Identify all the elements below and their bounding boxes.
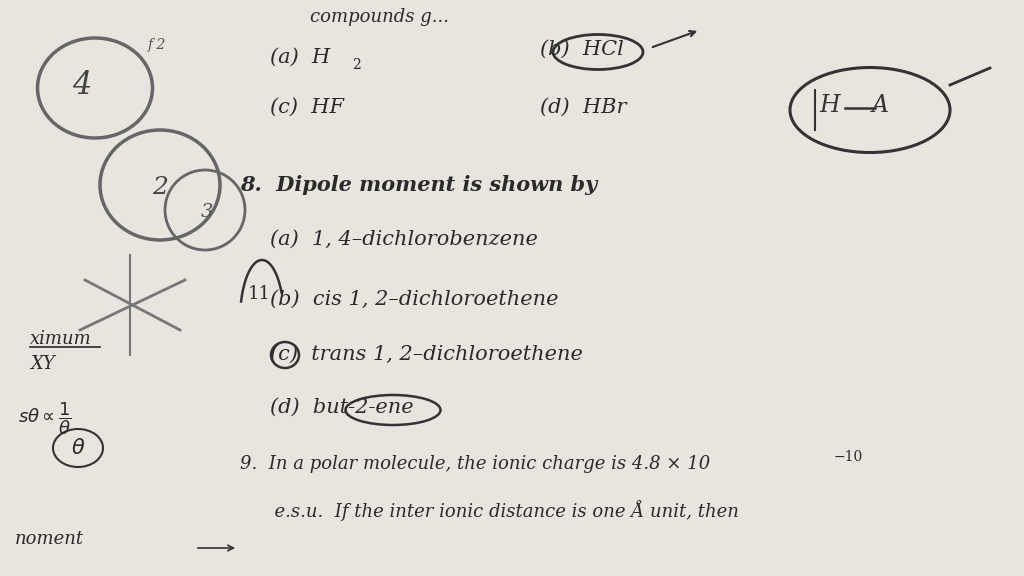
Text: (d)  but-2-ene: (d) but-2-ene [270, 398, 414, 417]
Text: A: A [871, 93, 889, 116]
Text: (a)  1, 4–dichlorobenzene: (a) 1, 4–dichlorobenzene [270, 230, 538, 249]
Text: $\theta$: $\theta$ [71, 438, 85, 458]
Text: (b)  cis 1, 2–dichloroethene: (b) cis 1, 2–dichloroethene [270, 290, 558, 309]
Text: 3: 3 [201, 203, 213, 221]
Text: $s\theta \propto \dfrac{1}{\theta}$: $s\theta \propto \dfrac{1}{\theta}$ [18, 400, 72, 437]
Text: 9.  In a polar molecule, the ionic charge is 4.8 × 10: 9. In a polar molecule, the ionic charge… [240, 455, 711, 473]
Text: ximum: ximum [30, 330, 92, 348]
Text: 11: 11 [248, 285, 271, 303]
Text: (a)  H: (a) H [270, 48, 331, 67]
Text: e.s.u.  If the inter ionic distance is one Å unit, then: e.s.u. If the inter ionic distance is on… [240, 500, 739, 521]
Text: (b)  HCl: (b) HCl [540, 40, 624, 59]
Text: 2: 2 [352, 58, 360, 72]
Text: 8.  Dipole moment is shown by: 8. Dipole moment is shown by [240, 175, 597, 195]
Text: (d)  HBr: (d) HBr [540, 98, 627, 117]
Text: −10: −10 [834, 450, 863, 464]
Text: f 2: f 2 [148, 38, 166, 52]
Text: 2: 2 [152, 176, 168, 199]
Text: (c)  trans 1, 2–dichloroethene: (c) trans 1, 2–dichloroethene [270, 345, 583, 364]
Text: 4: 4 [73, 70, 92, 100]
Text: H: H [819, 93, 841, 116]
Text: (c)  HF: (c) HF [270, 98, 344, 117]
Text: compounds g...: compounds g... [310, 8, 449, 26]
Text: XY: XY [30, 355, 54, 373]
Text: noment: noment [15, 530, 84, 548]
